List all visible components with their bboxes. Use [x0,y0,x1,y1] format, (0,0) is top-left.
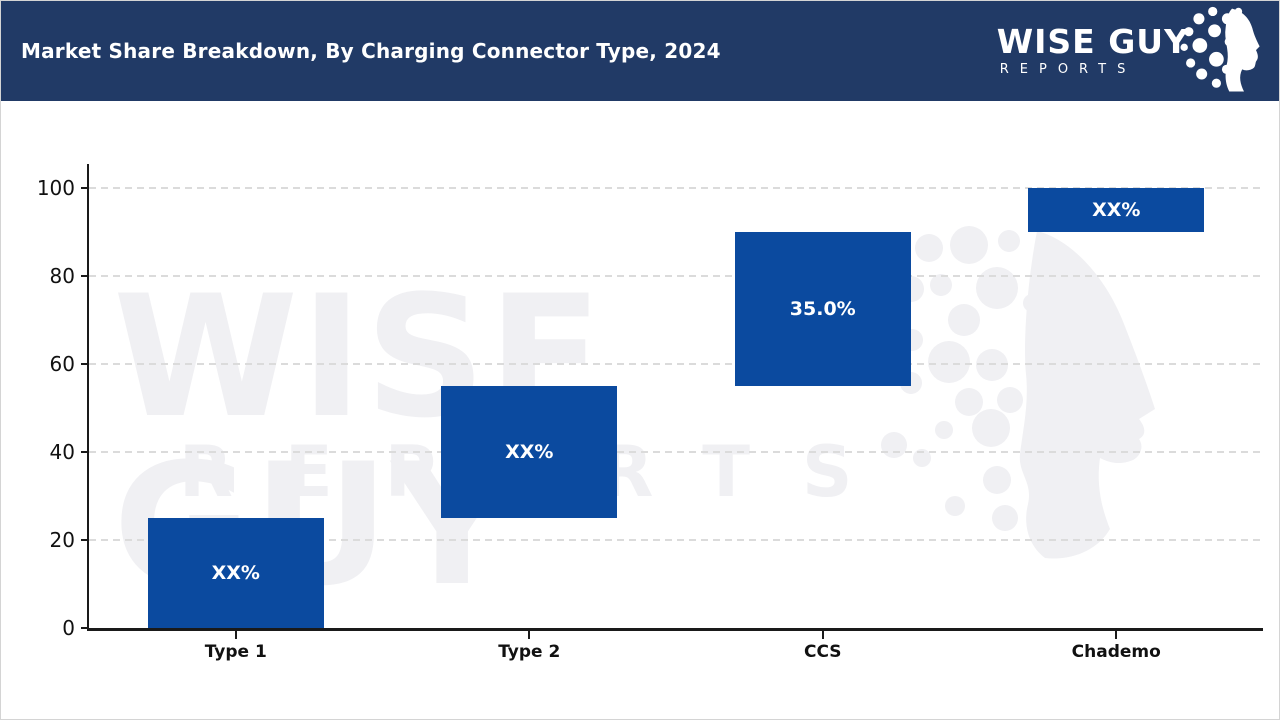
x-tick-mark [1115,631,1118,639]
y-tick-label: 60 [49,352,75,377]
bar-chademo: XX% [1028,188,1205,233]
y-tick-mark [81,187,89,190]
y-tick-mark [81,363,89,366]
plot-area: 0 20 40 60 80 100 XX% Type 1 XX% Type 2 35.0% CCS XX… [1,101,1279,719]
y-tick-label: 80 [49,264,75,289]
x-tick-mark [234,631,237,639]
y-tick-mark [81,451,89,454]
x-category-label: CCS [803,642,842,662]
y-tick-label: 40 [49,440,75,465]
y-tick-mark [81,539,89,542]
gridline [89,539,1263,542]
wiseguy-logo: WISE GUY REPORTS [997,5,1267,97]
y-tick-label: 100 [36,176,75,201]
bar-value-label: XX% [1092,199,1141,222]
x-tick-mark [821,631,824,639]
x-category-label: Chademo [1071,642,1161,662]
bar-value-label: 35.0% [789,298,856,321]
bar-ccs: 35.0% [734,232,911,387]
y-tick-label: 0 [62,616,75,640]
gridline [89,363,1263,366]
x-axis [87,628,1263,631]
bar-type-1: XX% [147,518,324,628]
gridline [89,187,1263,190]
y-tick-mark [81,627,89,629]
chart-title: Market Share Breakdown, By Charging Conn… [21,39,721,63]
x-category-label: Type 1 [204,642,267,662]
wiseguy-logo-text: WISE GUY REPORTS [997,25,1189,77]
y-tick-label: 20 [49,528,75,553]
x-tick-mark [528,631,531,639]
gridline [89,451,1263,454]
x-category-label: Type 2 [498,642,561,662]
y-tick-mark [81,275,89,278]
y-axis [87,164,89,628]
bar-type-2: XX% [441,386,618,519]
brand-name: WISE GUY [996,22,1189,61]
header-bar: Market Share Breakdown, By Charging Conn… [1,1,1279,101]
wiseguy-face-icon [1180,6,1260,92]
brand-subtitle: REPORTS [999,62,1137,77]
bar-value-label: XX% [505,441,554,464]
gridline [89,275,1263,278]
bar-value-label: XX% [211,562,260,585]
